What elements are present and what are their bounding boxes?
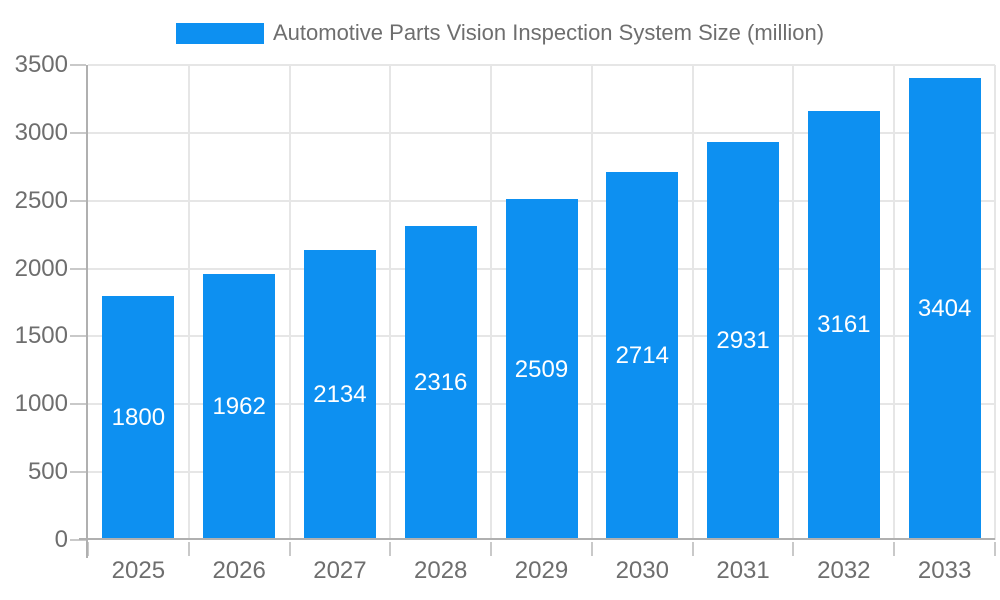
bar-value-label: 3404 — [917, 295, 972, 322]
x-axis-label: 2026 — [212, 557, 266, 584]
bar-value-label: 2316 — [414, 368, 468, 396]
bar: 2931 — [707, 142, 780, 540]
x-axis-label: 2030 — [615, 557, 669, 584]
legend-item[interactable]: Automotive Parts Vision Inspection Syste… — [0, 20, 1000, 46]
y-axis-label: 500 — [27, 458, 68, 486]
v-gridline — [187, 65, 190, 540]
plot-area: 1800 1962 2134 2316 2509 2714 2931 3161 3404 — [70, 64, 996, 558]
bar: 2134 — [303, 250, 376, 540]
bar: 3404 — [908, 78, 981, 540]
bar-value-label: 2509 — [514, 355, 569, 383]
y-axis-label: 0 — [54, 526, 68, 553]
x-tick — [792, 542, 795, 556]
v-gridline — [288, 65, 291, 540]
x-axis-label: 2025 — [111, 557, 166, 584]
y-axis-label: 2000 — [14, 254, 68, 282]
x-tick — [691, 542, 694, 556]
bar-value-label: 3161 — [817, 311, 871, 339]
v-gridline — [893, 65, 896, 540]
bar-value-label: 1800 — [111, 403, 166, 431]
bar: 2316 — [404, 225, 477, 540]
y-axis-label: 1000 — [14, 390, 68, 418]
x-axis-line — [79, 538, 995, 540]
y-tick — [70, 64, 86, 67]
y-tick — [70, 471, 86, 474]
y-axis-line — [86, 65, 88, 558]
x-tick — [87, 542, 89, 556]
v-gridline — [691, 65, 694, 540]
bar: 2714 — [606, 171, 679, 540]
y-tick — [70, 199, 86, 202]
bar: 3161 — [807, 111, 880, 540]
legend-swatch-icon — [175, 22, 264, 44]
x-axis-label: 2033 — [917, 557, 972, 584]
v-gridline — [590, 65, 593, 540]
y-tick — [70, 539, 86, 541]
x-tick — [490, 542, 493, 556]
x-axis-label: 2028 — [414, 557, 468, 584]
v-gridline — [994, 65, 996, 540]
y-axis-label: 3500 — [14, 51, 68, 78]
bar-value-label: 1962 — [212, 392, 266, 420]
h-gridline — [88, 64, 995, 67]
x-tick — [994, 542, 996, 556]
x-tick — [389, 542, 392, 556]
y-tick — [70, 403, 86, 406]
bar-value-label: 2134 — [313, 381, 367, 409]
v-gridline — [389, 65, 392, 540]
x-axis-label: 2027 — [313, 557, 367, 584]
h-gridline — [88, 131, 995, 134]
x-tick — [187, 542, 190, 556]
x-tick — [590, 542, 593, 556]
y-tick — [70, 131, 86, 134]
bar-value-label: 2931 — [716, 327, 770, 355]
bar: 2509 — [505, 199, 578, 540]
x-tick — [893, 542, 896, 556]
y-tick — [70, 335, 86, 338]
v-gridline — [490, 65, 493, 540]
y-axis-label: 1500 — [14, 322, 68, 350]
x-tick — [288, 542, 291, 556]
bar: 1962 — [203, 273, 276, 540]
bar: 1800 — [102, 295, 175, 540]
y-axis-label: 3000 — [14, 118, 68, 146]
bar-value-label: 2714 — [615, 341, 669, 369]
y-axis-label: 2500 — [14, 186, 68, 214]
x-axis-label: 2031 — [716, 557, 770, 584]
x-axis-label: 2032 — [817, 557, 871, 584]
y-tick — [70, 267, 86, 270]
x-axis-label: 2029 — [514, 557, 569, 584]
legend-label: Automotive Parts Vision Inspection Syste… — [272, 20, 825, 45]
v-gridline — [792, 65, 795, 540]
